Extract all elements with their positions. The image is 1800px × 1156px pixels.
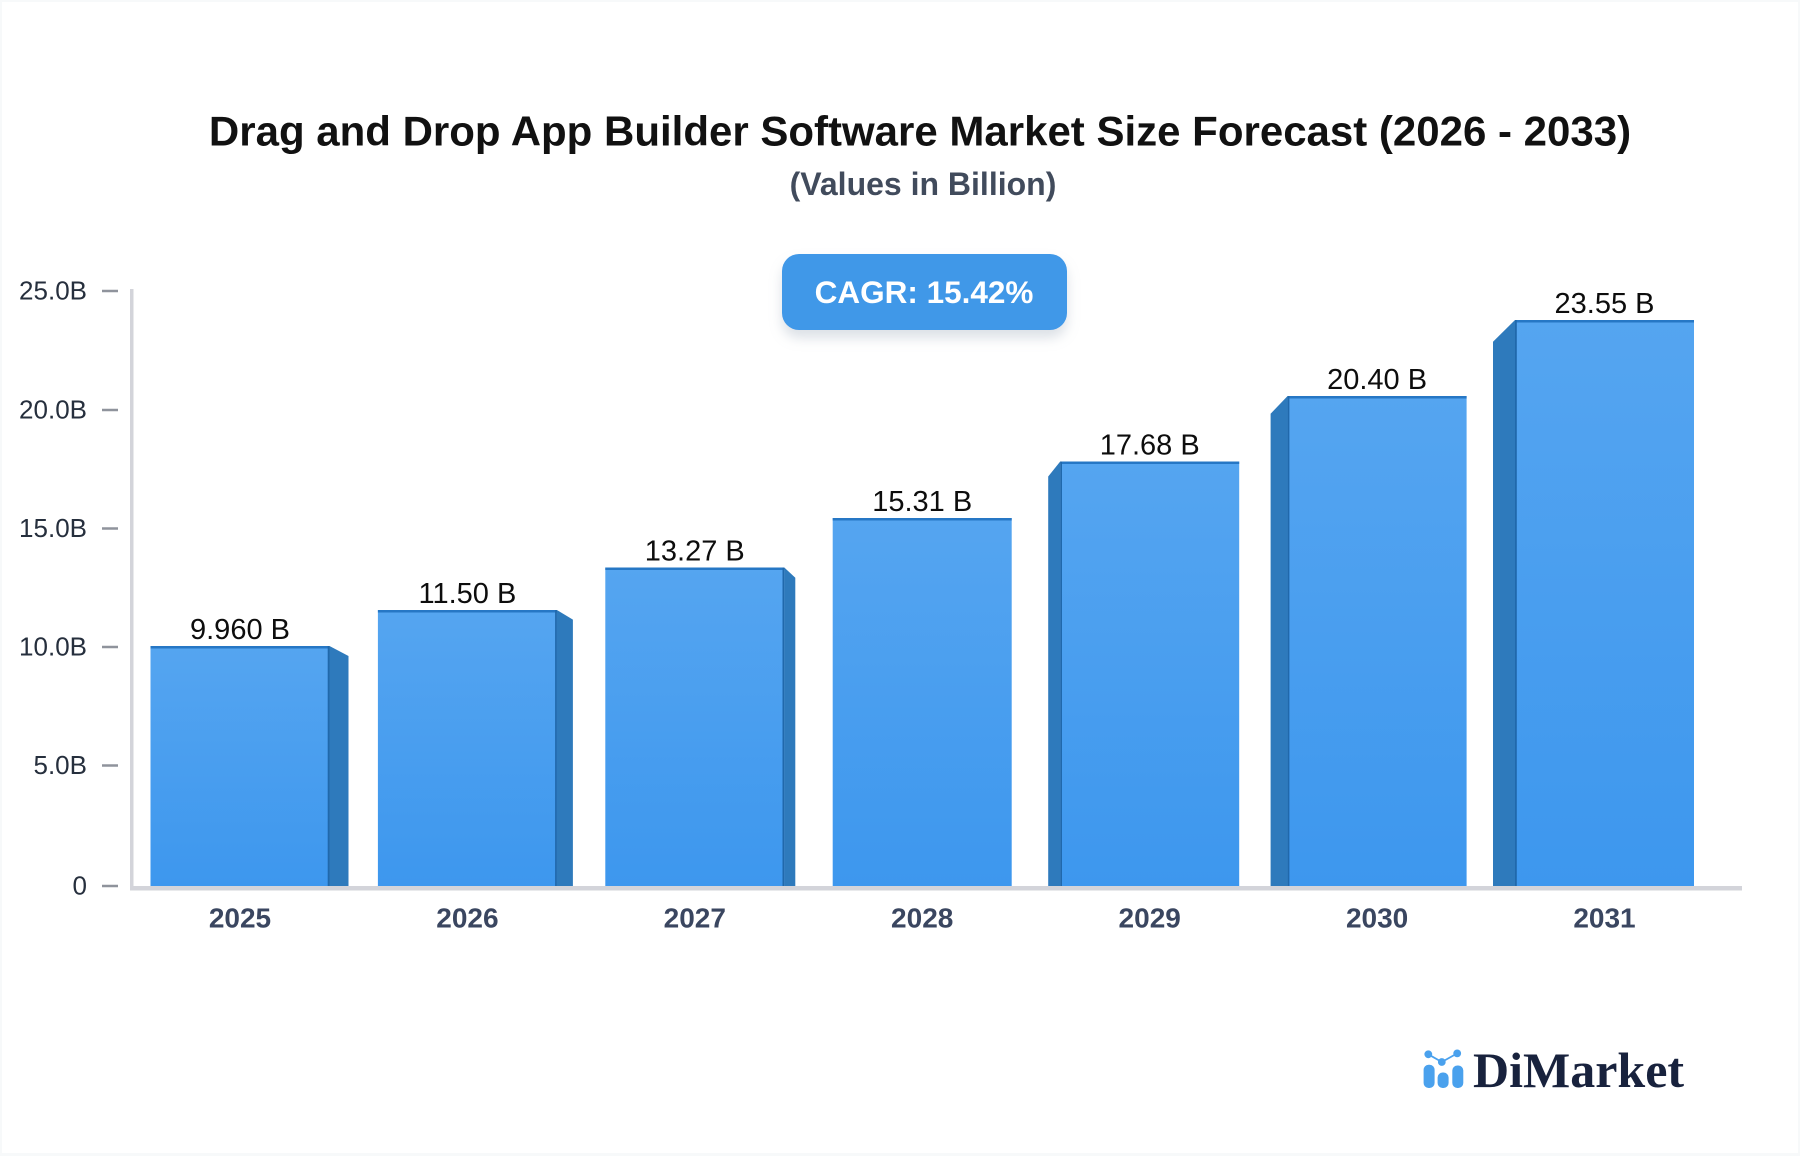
svg-text:11.50 B: 11.50 B bbox=[418, 578, 516, 610]
svg-text:2029: 2029 bbox=[1119, 903, 1181, 934]
svg-text:2027: 2027 bbox=[664, 903, 726, 934]
svg-text:10.0B: 10.0B bbox=[19, 632, 87, 662]
svg-text:2028: 2028 bbox=[891, 903, 953, 934]
svg-text:2031: 2031 bbox=[1573, 903, 1635, 934]
svg-text:15.31 B: 15.31 B bbox=[872, 486, 972, 518]
svg-text:13.27 B: 13.27 B bbox=[645, 536, 745, 568]
svg-text:0: 0 bbox=[73, 871, 87, 901]
svg-text:20.0B: 20.0B bbox=[19, 395, 87, 425]
svg-text:9.960 B: 9.960 B bbox=[190, 614, 290, 646]
svg-text:15.0B: 15.0B bbox=[19, 513, 87, 543]
svg-text:Drag and Drop App Builder Soft: Drag and Drop App Builder Software Marke… bbox=[209, 108, 1631, 155]
svg-text:17.68 B: 17.68 B bbox=[1100, 430, 1200, 462]
svg-text:(Values in Billion): (Values in Billion) bbox=[790, 166, 1057, 202]
svg-text:2030: 2030 bbox=[1346, 903, 1408, 934]
svg-text:20.40 B: 20.40 B bbox=[1327, 364, 1427, 396]
svg-text:DiMarket: DiMarket bbox=[1473, 1042, 1684, 1098]
svg-text:5.0B: 5.0B bbox=[34, 750, 88, 780]
svg-text:CAGR: 15.42%: CAGR: 15.42% bbox=[815, 274, 1034, 310]
svg-text:2026: 2026 bbox=[436, 903, 498, 934]
svg-text:2025: 2025 bbox=[209, 903, 271, 934]
svg-text:23.55 B: 23.55 B bbox=[1555, 288, 1655, 320]
svg-text:25.0B: 25.0B bbox=[19, 276, 87, 306]
